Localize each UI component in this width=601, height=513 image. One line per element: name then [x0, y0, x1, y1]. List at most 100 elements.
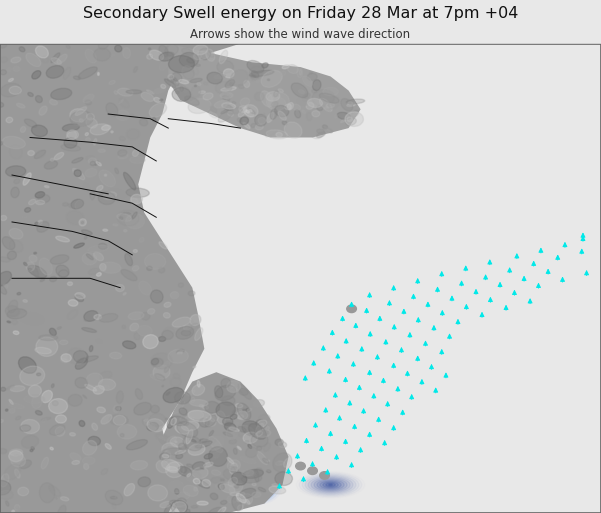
Ellipse shape [228, 393, 239, 406]
Circle shape [127, 336, 137, 343]
Ellipse shape [160, 450, 171, 467]
Ellipse shape [190, 439, 196, 442]
Ellipse shape [175, 450, 186, 454]
Ellipse shape [174, 357, 180, 360]
Polygon shape [168, 44, 361, 137]
Ellipse shape [227, 495, 237, 503]
Ellipse shape [63, 124, 79, 131]
Ellipse shape [268, 97, 286, 110]
Ellipse shape [132, 150, 138, 156]
Ellipse shape [276, 461, 284, 465]
Ellipse shape [7, 68, 11, 72]
Ellipse shape [246, 408, 249, 411]
Ellipse shape [259, 415, 270, 421]
Ellipse shape [84, 236, 87, 239]
Circle shape [308, 467, 317, 475]
Ellipse shape [314, 478, 347, 491]
Ellipse shape [165, 418, 167, 420]
Ellipse shape [117, 391, 123, 403]
Ellipse shape [67, 282, 73, 286]
Ellipse shape [182, 421, 199, 431]
Ellipse shape [117, 424, 136, 439]
Ellipse shape [242, 469, 254, 476]
Ellipse shape [257, 451, 267, 465]
Ellipse shape [105, 174, 106, 176]
Ellipse shape [72, 157, 83, 163]
Ellipse shape [308, 476, 353, 494]
Ellipse shape [221, 379, 231, 388]
Ellipse shape [85, 384, 97, 391]
Ellipse shape [192, 384, 204, 396]
Ellipse shape [272, 484, 281, 486]
Ellipse shape [126, 188, 149, 198]
Ellipse shape [40, 279, 44, 282]
Ellipse shape [35, 95, 42, 103]
Ellipse shape [287, 65, 298, 73]
Ellipse shape [118, 88, 133, 96]
Ellipse shape [75, 295, 84, 302]
Ellipse shape [203, 418, 216, 426]
Ellipse shape [195, 461, 262, 490]
Ellipse shape [317, 480, 344, 490]
Ellipse shape [201, 438, 216, 445]
Ellipse shape [61, 354, 72, 362]
Ellipse shape [195, 85, 197, 87]
Ellipse shape [323, 125, 328, 129]
Ellipse shape [100, 264, 106, 271]
Ellipse shape [151, 405, 159, 413]
Ellipse shape [262, 430, 268, 435]
Ellipse shape [188, 410, 211, 422]
Ellipse shape [278, 111, 286, 121]
Ellipse shape [254, 78, 260, 83]
Ellipse shape [122, 325, 126, 329]
Ellipse shape [263, 458, 269, 463]
Ellipse shape [257, 420, 267, 427]
Ellipse shape [240, 117, 248, 125]
Ellipse shape [284, 459, 290, 467]
Ellipse shape [162, 443, 178, 456]
Ellipse shape [12, 510, 14, 512]
Ellipse shape [319, 93, 339, 103]
Ellipse shape [194, 487, 197, 491]
Ellipse shape [82, 441, 97, 455]
Ellipse shape [251, 76, 255, 81]
Ellipse shape [210, 413, 219, 422]
Ellipse shape [215, 101, 228, 108]
Ellipse shape [347, 102, 352, 106]
Ellipse shape [78, 119, 91, 126]
Ellipse shape [179, 80, 189, 84]
Ellipse shape [197, 83, 201, 85]
Ellipse shape [237, 415, 243, 419]
Ellipse shape [44, 161, 58, 169]
Ellipse shape [270, 109, 277, 120]
Ellipse shape [239, 388, 248, 396]
Ellipse shape [118, 150, 127, 156]
Ellipse shape [0, 142, 3, 146]
Circle shape [133, 345, 143, 352]
Ellipse shape [50, 255, 69, 264]
Ellipse shape [242, 409, 245, 410]
Ellipse shape [313, 80, 321, 91]
Ellipse shape [87, 373, 103, 386]
Ellipse shape [197, 381, 200, 387]
Text: Secondary Swell energy on Friday 28 Mar at 7pm +04: Secondary Swell energy on Friday 28 Mar … [83, 6, 518, 21]
Ellipse shape [97, 272, 101, 276]
Ellipse shape [324, 128, 332, 133]
Polygon shape [162, 372, 288, 513]
Ellipse shape [245, 441, 249, 443]
Ellipse shape [186, 451, 235, 481]
Ellipse shape [261, 70, 282, 87]
Ellipse shape [177, 82, 178, 83]
Ellipse shape [160, 501, 172, 508]
Ellipse shape [173, 373, 180, 379]
Ellipse shape [188, 444, 205, 456]
Ellipse shape [94, 139, 97, 145]
Circle shape [320, 471, 329, 479]
Ellipse shape [37, 151, 44, 157]
Ellipse shape [138, 477, 150, 487]
Ellipse shape [147, 90, 154, 94]
Ellipse shape [8, 403, 24, 409]
Ellipse shape [40, 483, 55, 503]
Ellipse shape [215, 82, 232, 94]
Ellipse shape [68, 394, 82, 406]
